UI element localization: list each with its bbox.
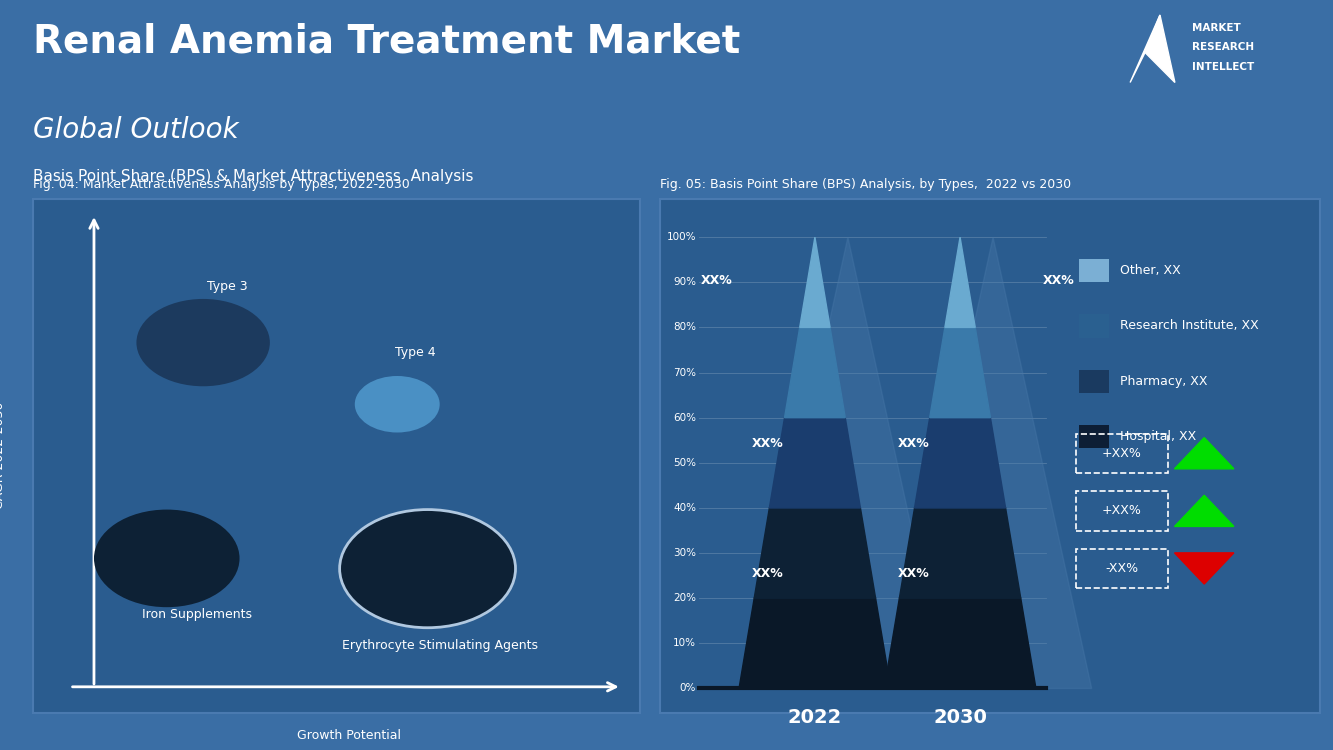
- Text: Other, XX: Other, XX: [1121, 264, 1181, 278]
- FancyBboxPatch shape: [1078, 314, 1109, 338]
- Text: XX%: XX%: [752, 437, 784, 450]
- Text: XX%: XX%: [1042, 274, 1074, 286]
- Ellipse shape: [136, 299, 269, 386]
- Text: CAGR 2022-2030: CAGR 2022-2030: [0, 402, 7, 509]
- Text: XX%: XX%: [897, 567, 929, 580]
- Polygon shape: [894, 237, 1092, 688]
- Ellipse shape: [95, 509, 240, 608]
- Text: Type 3: Type 3: [207, 280, 248, 292]
- Polygon shape: [800, 237, 830, 328]
- Text: MARKET: MARKET: [1192, 22, 1241, 33]
- Text: INTELLECT: INTELLECT: [1192, 62, 1254, 72]
- Text: 0%: 0%: [680, 683, 696, 694]
- Text: 70%: 70%: [673, 368, 696, 377]
- Text: 10%: 10%: [673, 638, 696, 648]
- Text: Hospital, XX: Hospital, XX: [1121, 430, 1197, 443]
- Text: XX%: XX%: [897, 437, 929, 450]
- FancyBboxPatch shape: [1078, 425, 1109, 448]
- Polygon shape: [1174, 437, 1234, 469]
- Polygon shape: [785, 328, 845, 418]
- Polygon shape: [929, 328, 990, 418]
- Text: 20%: 20%: [673, 593, 696, 603]
- Text: Iron Supplements: Iron Supplements: [143, 608, 252, 622]
- Text: Fig. 05: Basis Point Share (BPS) Analysis, by Types,  2022 vs 2030: Fig. 05: Basis Point Share (BPS) Analysi…: [660, 178, 1070, 190]
- Polygon shape: [769, 418, 860, 508]
- Ellipse shape: [340, 509, 516, 628]
- Text: 50%: 50%: [673, 458, 696, 468]
- Text: +XX%: +XX%: [1102, 504, 1141, 518]
- Polygon shape: [738, 598, 890, 688]
- Text: RESEARCH: RESEARCH: [1192, 42, 1254, 52]
- Polygon shape: [945, 237, 976, 328]
- Text: Type 4: Type 4: [395, 346, 436, 359]
- Polygon shape: [1130, 15, 1160, 82]
- Polygon shape: [754, 508, 876, 598]
- Polygon shape: [1174, 553, 1234, 584]
- Polygon shape: [749, 237, 946, 688]
- Text: XX%: XX%: [752, 567, 784, 580]
- Polygon shape: [884, 598, 1036, 688]
- Text: 80%: 80%: [673, 322, 696, 332]
- Text: 90%: 90%: [673, 278, 696, 287]
- FancyBboxPatch shape: [1078, 370, 1109, 393]
- Ellipse shape: [355, 376, 440, 433]
- Text: 40%: 40%: [673, 503, 696, 513]
- Text: Fig. 04: Market Attractiveness Analysis by Types, 2022-2030: Fig. 04: Market Attractiveness Analysis …: [33, 178, 411, 190]
- Text: 60%: 60%: [673, 413, 696, 423]
- Text: XX%: XX%: [701, 274, 732, 286]
- Polygon shape: [1174, 495, 1234, 526]
- Text: 2022: 2022: [788, 708, 842, 727]
- Text: Erythrocyte Stimulating Agents: Erythrocyte Stimulating Agents: [341, 639, 537, 652]
- Text: -XX%: -XX%: [1105, 562, 1138, 575]
- Polygon shape: [914, 418, 1005, 508]
- Text: 30%: 30%: [673, 548, 696, 558]
- Polygon shape: [1145, 15, 1174, 82]
- Text: +XX%: +XX%: [1102, 447, 1141, 460]
- FancyBboxPatch shape: [1078, 260, 1109, 282]
- Text: Growth Potential: Growth Potential: [297, 729, 401, 742]
- Polygon shape: [900, 508, 1021, 598]
- Text: 100%: 100%: [666, 232, 696, 242]
- Text: Global Outlook: Global Outlook: [33, 116, 239, 144]
- Text: Basis Point Share (BPS) & Market Attractiveness  Analysis: Basis Point Share (BPS) & Market Attract…: [33, 169, 473, 184]
- Text: 2030: 2030: [933, 708, 986, 727]
- Text: Renal Anemia Treatment Market: Renal Anemia Treatment Market: [33, 22, 741, 61]
- Text: Pharmacy, XX: Pharmacy, XX: [1121, 375, 1208, 388]
- Text: Research Institute, XX: Research Institute, XX: [1121, 320, 1260, 332]
